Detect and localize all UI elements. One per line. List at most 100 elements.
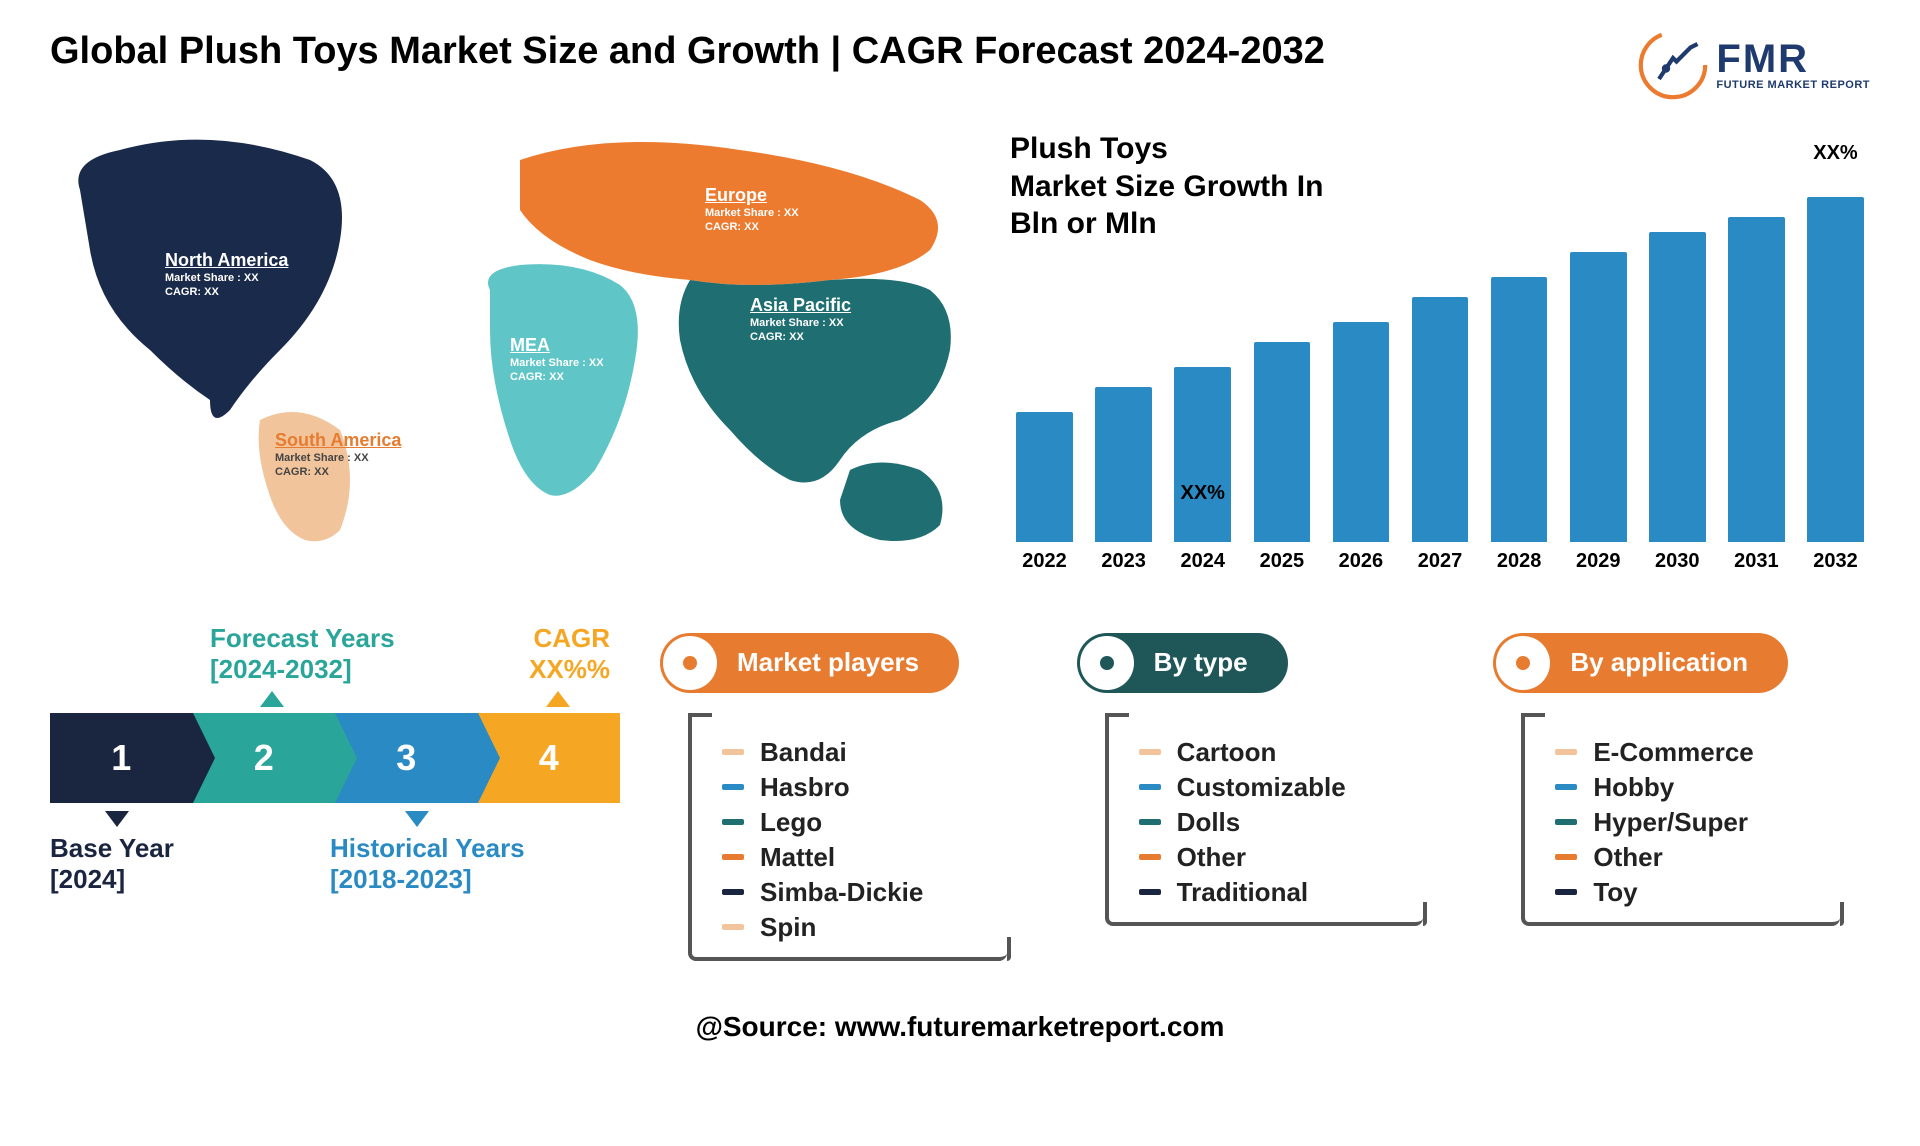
region-ms: Market Share : XX	[750, 316, 851, 330]
region-name: Europe	[705, 185, 799, 206]
bar-rect	[1254, 342, 1311, 542]
bar-col: 2023	[1089, 387, 1158, 573]
region-cagr: CAGR: XX	[275, 465, 401, 479]
list-item-label: Cartoon	[1177, 737, 1277, 768]
bar-chart: Plush Toys Market Size Growth In Bln or …	[990, 130, 1870, 573]
bar-year-label: 2025	[1260, 550, 1305, 573]
bullet-icon	[1139, 784, 1161, 790]
chart-title-l1: Plush Toys	[1010, 130, 1870, 168]
category-market-players: Market players Bandai Hasbro Lego Mattel Sim…	[650, 633, 1037, 961]
bar-rect	[1491, 277, 1548, 542]
bullet-icon	[1139, 889, 1161, 895]
region-name: North America	[165, 250, 288, 271]
region-ms: Market Share : XX	[165, 271, 288, 285]
region-ms: Market Share : XX	[705, 206, 799, 220]
category-pill: By application	[1493, 633, 1788, 693]
list-item: Hyper/Super	[1555, 807, 1840, 838]
bar-col: 2030	[1643, 232, 1712, 573]
source-attribution: @Source: www.futuremarketreport.com	[50, 1011, 1870, 1043]
list-item: Other	[1555, 842, 1840, 873]
list-item: Hobby	[1555, 772, 1840, 803]
bar-year-label: 2022	[1022, 550, 1067, 573]
bullet-icon	[722, 749, 744, 755]
category-title: Market players	[737, 647, 919, 678]
category-by-application: By application E-Commerce Hobby Hyper/Supe…	[1483, 633, 1870, 926]
bar-topmark: XX%	[1168, 482, 1237, 505]
category-bracket: E-Commerce Hobby Hyper/Super Other Toy	[1521, 713, 1840, 926]
list-item-label: Dolls	[1177, 807, 1241, 838]
bullet-icon	[1139, 854, 1161, 860]
dot-icon	[1496, 636, 1550, 690]
logo: FMR FUTURE MARKET REPORT	[1638, 30, 1870, 100]
world-map: North America Market Share : XX CAGR: XX…	[50, 130, 970, 550]
bullet-icon	[722, 854, 744, 860]
logo-fmr: FMR	[1716, 39, 1870, 79]
bullet-icon	[722, 819, 744, 825]
category-bracket: CartoonCustomizableDollsOtherTraditional	[1105, 713, 1424, 926]
page-title: Global Plush Toys Market Size and Growth…	[50, 30, 1325, 73]
list-item: Spin	[722, 912, 1007, 943]
list-item-label: Hobby	[1593, 772, 1674, 803]
list-item-label: Bandai	[760, 737, 847, 768]
timeline-bar: 1 2 3 4	[50, 713, 620, 803]
bar-col: 2029	[1564, 252, 1633, 573]
list-item: Mattel	[722, 842, 1007, 873]
bar-rect	[1412, 297, 1469, 542]
bar-col: XX%2024	[1168, 367, 1237, 573]
region-name: MEA	[510, 335, 604, 356]
region-cagr: CAGR: XX	[750, 330, 851, 344]
list-item: Toy	[1555, 877, 1840, 908]
bar-rect	[1728, 217, 1785, 542]
bar-year-label: 2028	[1497, 550, 1542, 573]
bottom-row: Forecast Years [2024-2032] CAGR XX%% 1 2…	[50, 633, 1870, 961]
list-item: Hasbro	[722, 772, 1007, 803]
bar-year-label: 2029	[1576, 550, 1621, 573]
bar-rect	[1649, 232, 1706, 542]
bar-col: 2026	[1326, 322, 1395, 573]
list-item-label: Other	[1593, 842, 1662, 873]
timeline-seg-1: 1	[50, 713, 193, 803]
list-item-label: Hyper/Super	[1593, 807, 1748, 838]
region-name: Asia Pacific	[750, 295, 851, 316]
category-bracket: Bandai Hasbro Lego Mattel Simba-Dickie Spin	[688, 713, 1007, 961]
list-item-label: Hasbro	[760, 772, 850, 803]
forecast-label: Forecast Years [2024-2032]	[210, 623, 395, 685]
bar-col: XX%2032	[1801, 197, 1870, 573]
category-items: Bandai Hasbro Lego Mattel Simba-Dickie Spin	[722, 737, 1007, 943]
list-item: Simba-Dickie	[722, 877, 1007, 908]
map-label-sa: South America Market Share : XX CAGR: XX	[275, 430, 401, 480]
bar-col: 2022	[1010, 412, 1079, 573]
list-item-label: Traditional	[1177, 877, 1308, 908]
list-item-label: Other	[1177, 842, 1246, 873]
base-label: Base Year [2024]	[50, 833, 174, 895]
bar-year-label: 2027	[1418, 550, 1463, 573]
bullet-icon	[722, 889, 744, 895]
category-items: CartoonCustomizableDollsOtherTraditional	[1139, 737, 1424, 908]
bullet-icon	[722, 784, 744, 790]
region-name: South America	[275, 430, 401, 451]
bar-rect	[1333, 322, 1390, 542]
header: Global Plush Toys Market Size and Growth…	[50, 30, 1870, 100]
list-item-label: Simba-Dickie	[760, 877, 923, 908]
top-row: North America Market Share : XX CAGR: XX…	[50, 130, 1870, 573]
list-item-label: Lego	[760, 807, 822, 838]
triangle-up-icon	[260, 691, 284, 707]
historical-label: Historical Years [2018-2023]	[330, 833, 525, 895]
map-label-eu: Europe Market Share : XX CAGR: XX	[705, 185, 799, 235]
bullet-icon	[1555, 889, 1577, 895]
bar-year-label: 2030	[1655, 550, 1700, 573]
bar-year-label: 2032	[1813, 550, 1858, 573]
list-item: E-Commerce	[1555, 737, 1840, 768]
list-item-label: Toy	[1593, 877, 1637, 908]
bar-year-label: 2026	[1339, 550, 1384, 573]
list-item-label: E-Commerce	[1593, 737, 1753, 768]
bar-rect	[1016, 412, 1073, 542]
logo-icon	[1638, 30, 1708, 100]
list-item: Bandai	[722, 737, 1007, 768]
bar-col: 2025	[1247, 342, 1316, 573]
bullet-icon	[1139, 749, 1161, 755]
region-cagr: CAGR: XX	[705, 220, 799, 234]
region-cagr: CAGR: XX	[165, 285, 288, 299]
category-by-type: By type CartoonCustomizableDollsOtherTra…	[1067, 633, 1454, 926]
category-pill: By type	[1077, 633, 1288, 693]
